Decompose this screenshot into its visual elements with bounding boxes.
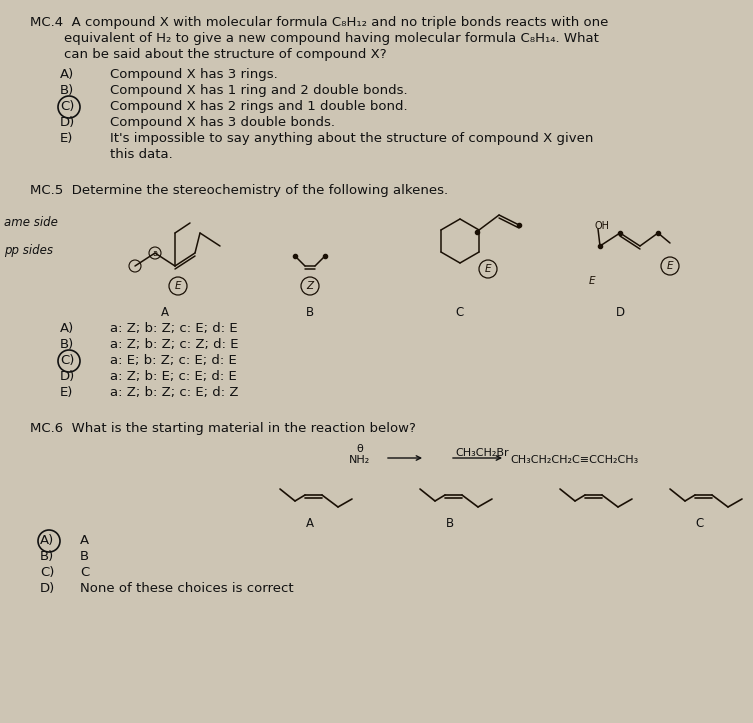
Text: a: E; b: Z; c: E; d: E: a: E; b: Z; c: E; d: E	[110, 354, 236, 367]
Text: A): A)	[60, 322, 75, 335]
Text: this data.: this data.	[110, 148, 172, 161]
Text: D: D	[615, 306, 624, 319]
Text: a: Z; b: Z; c: E; d: E: a: Z; b: Z; c: E; d: E	[110, 322, 238, 335]
Text: NH₂: NH₂	[349, 455, 370, 465]
Text: D): D)	[60, 116, 75, 129]
Text: can be said about the structure of compound X?: can be said about the structure of compo…	[30, 48, 386, 61]
Text: Compound X has 3 rings.: Compound X has 3 rings.	[110, 68, 278, 81]
Text: ame side: ame side	[4, 216, 58, 229]
Text: C): C)	[60, 100, 75, 113]
Text: Compound X has 2 rings and 1 double bond.: Compound X has 2 rings and 1 double bond…	[110, 100, 407, 113]
Text: pp sides: pp sides	[4, 244, 53, 257]
Text: C): C)	[40, 566, 54, 579]
Text: B): B)	[60, 84, 75, 97]
Text: B): B)	[60, 338, 75, 351]
Text: C: C	[80, 566, 90, 579]
Text: a: Z; b: Z; c: Z; d: E: a: Z; b: Z; c: Z; d: E	[110, 338, 239, 351]
Text: CH₃CH₂CH₂C≡CCH₂CH₃: CH₃CH₂CH₂C≡CCH₂CH₃	[510, 455, 639, 465]
Text: A: A	[80, 534, 89, 547]
Text: θ: θ	[357, 444, 364, 454]
Text: E: E	[485, 264, 491, 274]
Text: E): E)	[60, 132, 73, 145]
Text: B: B	[306, 306, 314, 319]
Text: B: B	[446, 517, 454, 530]
Text: D): D)	[60, 370, 75, 383]
Text: CH₃CH₂Br: CH₃CH₂Br	[455, 448, 508, 458]
Text: a: a	[152, 249, 157, 257]
Text: MC.4  A compound X with molecular formula C₈H₁₂ and no triple bonds reacts with : MC.4 A compound X with molecular formula…	[30, 16, 608, 29]
Text: OH: OH	[595, 221, 610, 231]
Text: None of these choices is correct: None of these choices is correct	[80, 582, 294, 595]
Text: A): A)	[60, 68, 75, 81]
Text: B: B	[80, 550, 89, 563]
Text: a: Z; b: E; c: E; d: E: a: Z; b: E; c: E; d: E	[110, 370, 236, 383]
Text: B): B)	[40, 550, 54, 563]
Text: Compound X has 3 double bonds.: Compound X has 3 double bonds.	[110, 116, 335, 129]
Text: A: A	[161, 306, 169, 319]
Text: D): D)	[40, 582, 55, 595]
Text: E: E	[589, 276, 596, 286]
Text: MC.5  Determine the stereochemistry of the following alkenes.: MC.5 Determine the stereochemistry of th…	[30, 184, 448, 197]
Text: Compound X has 1 ring and 2 double bonds.: Compound X has 1 ring and 2 double bonds…	[110, 84, 407, 97]
Text: C): C)	[60, 354, 75, 367]
Text: Z: Z	[306, 281, 313, 291]
Text: E: E	[666, 261, 673, 271]
Text: A: A	[306, 517, 314, 530]
Text: MC.6  What is the starting material in the reaction below?: MC.6 What is the starting material in th…	[30, 422, 416, 435]
Text: E): E)	[60, 386, 73, 399]
Text: It's impossible to say anything about the structure of compound X given: It's impossible to say anything about th…	[110, 132, 593, 145]
Text: equivalent of H₂ to give a new compound having molecular formula C₈H₁₄. What: equivalent of H₂ to give a new compound …	[30, 32, 599, 45]
Text: a: Z; b: Z; c: E; d: Z: a: Z; b: Z; c: E; d: Z	[110, 386, 239, 399]
Text: E: E	[175, 281, 181, 291]
Text: C: C	[696, 517, 704, 530]
Text: A): A)	[40, 534, 54, 547]
Text: C: C	[456, 306, 464, 319]
